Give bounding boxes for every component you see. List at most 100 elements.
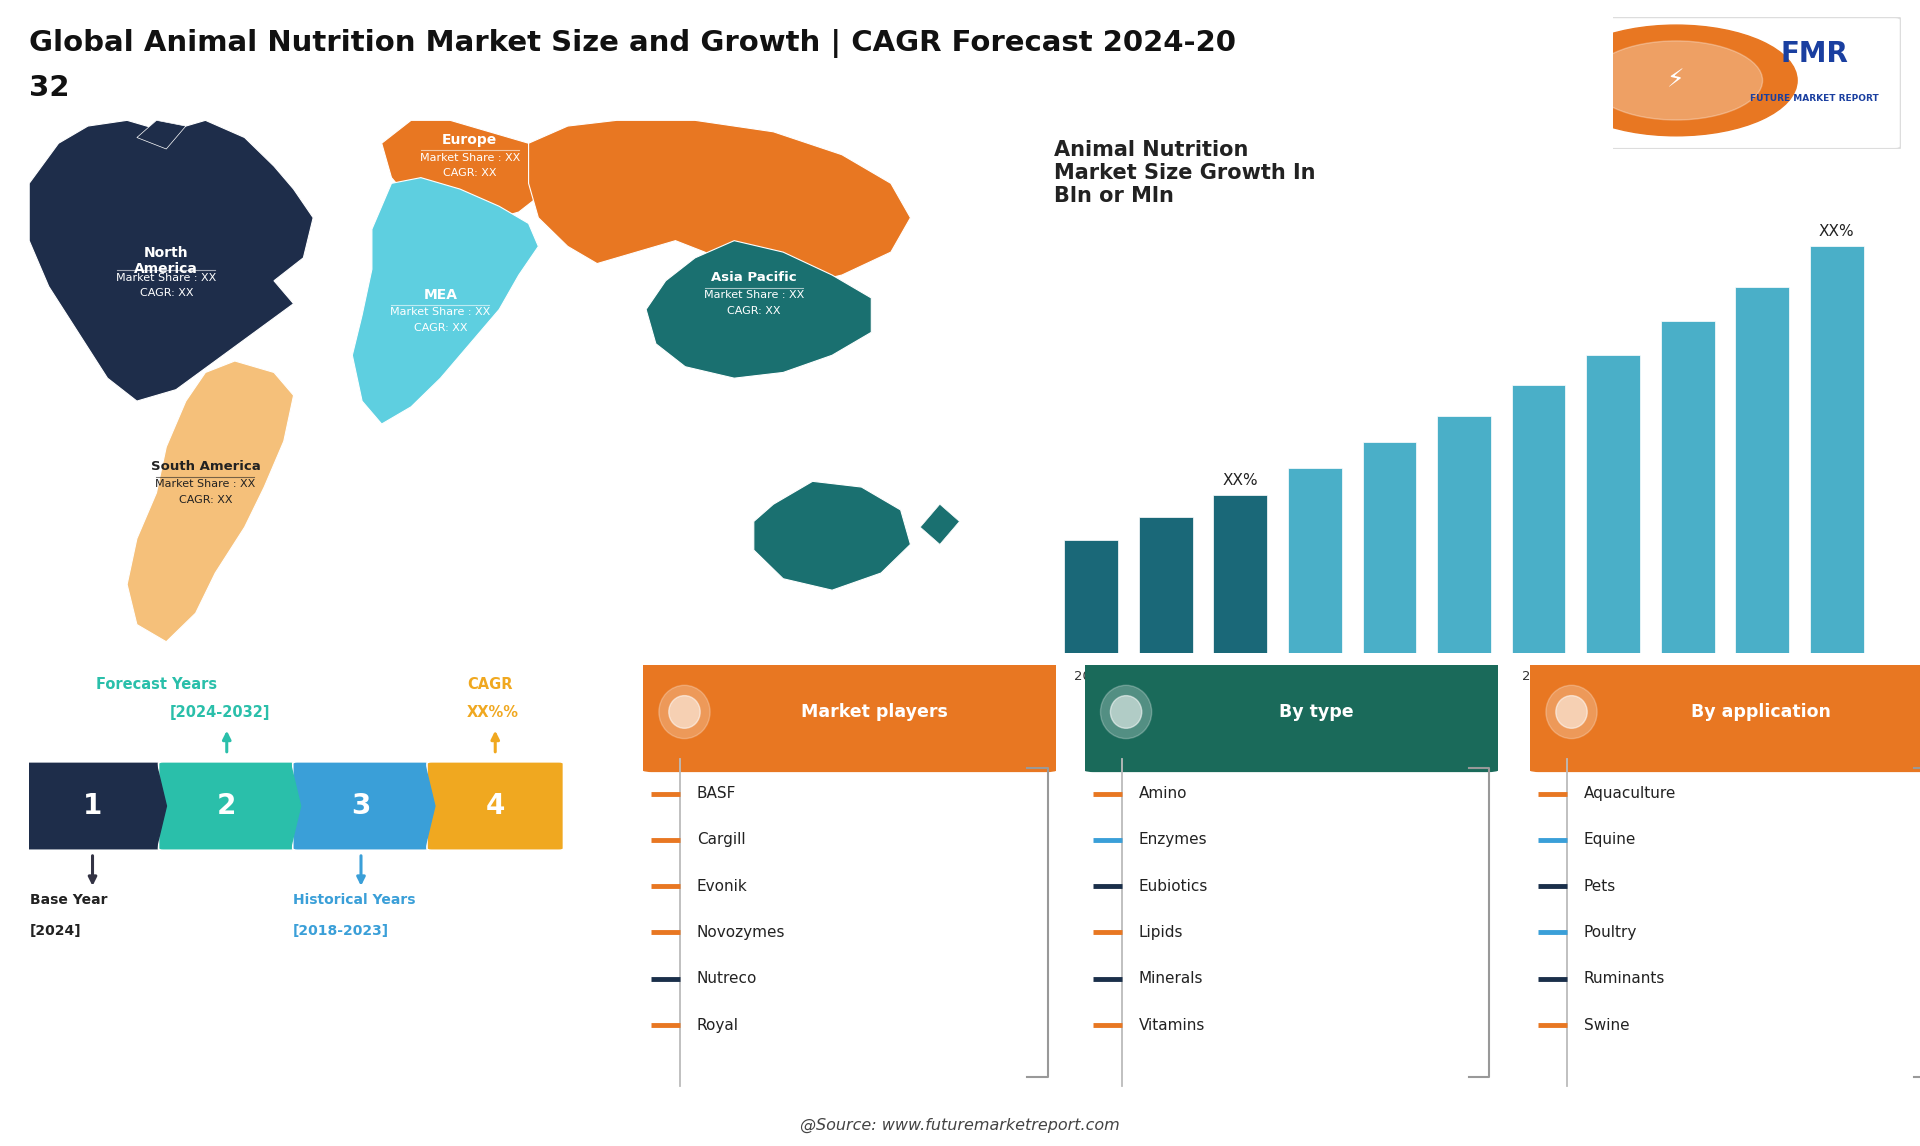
- FancyBboxPatch shape: [1073, 652, 1509, 772]
- Text: Animal Nutrition
Market Size Growth In
Bln or Mln: Animal Nutrition Market Size Growth In B…: [1054, 140, 1315, 206]
- Text: 4: 4: [486, 792, 505, 821]
- Circle shape: [1555, 696, 1588, 729]
- Text: FUTURE MARKET REPORT: FUTURE MARKET REPORT: [1749, 94, 1880, 103]
- Bar: [1661, 321, 1715, 653]
- Text: 2026: 2026: [1373, 670, 1405, 683]
- Text: 2025: 2025: [1298, 670, 1332, 683]
- Text: Amino: Amino: [1139, 786, 1187, 801]
- Text: 2023: 2023: [1148, 670, 1183, 683]
- Text: Equine: Equine: [1584, 832, 1636, 847]
- Polygon shape: [528, 120, 910, 286]
- Text: Minerals: Minerals: [1139, 971, 1204, 987]
- Bar: [1811, 246, 1864, 653]
- Text: FMR: FMR: [1780, 40, 1849, 68]
- Text: Market Share : XX: Market Share : XX: [390, 307, 492, 317]
- Text: Market Share : XX: Market Share : XX: [703, 290, 804, 300]
- Text: [2024]: [2024]: [31, 925, 83, 939]
- Circle shape: [1590, 41, 1763, 120]
- Polygon shape: [382, 120, 559, 223]
- Text: Vitamins: Vitamins: [1139, 1018, 1206, 1033]
- Circle shape: [668, 696, 701, 729]
- Bar: [1213, 495, 1267, 653]
- Text: 2: 2: [217, 792, 236, 821]
- Text: CAGR: XX: CAGR: XX: [140, 289, 194, 298]
- Text: XX%: XX%: [1223, 473, 1258, 488]
- Circle shape: [1100, 685, 1152, 738]
- Bar: [1511, 385, 1565, 653]
- Text: Royal: Royal: [697, 1018, 739, 1033]
- Text: 1: 1: [83, 792, 102, 821]
- Text: CAGR: XX: CAGR: XX: [444, 168, 497, 178]
- Text: 2029: 2029: [1596, 670, 1630, 683]
- Polygon shape: [920, 504, 960, 544]
- Text: 2028: 2028: [1523, 670, 1555, 683]
- Bar: [1288, 469, 1342, 653]
- Text: 3: 3: [351, 792, 371, 821]
- Text: [2024-2032]: [2024-2032]: [171, 705, 271, 720]
- Text: By application: By application: [1692, 702, 1832, 721]
- Polygon shape: [29, 120, 313, 401]
- Polygon shape: [290, 763, 301, 848]
- Text: Europe: Europe: [442, 133, 497, 148]
- Text: By type: By type: [1279, 702, 1354, 721]
- Text: Aquaculture: Aquaculture: [1584, 786, 1676, 801]
- Bar: [1363, 442, 1417, 653]
- Text: Lipids: Lipids: [1139, 925, 1183, 940]
- Text: Market Share : XX: Market Share : XX: [115, 273, 217, 283]
- Circle shape: [1110, 696, 1142, 729]
- Text: Poultry: Poultry: [1584, 925, 1638, 940]
- Text: 2032: 2032: [1820, 670, 1855, 683]
- Text: [2018-2023]: [2018-2023]: [294, 925, 390, 939]
- Text: Swine: Swine: [1584, 1018, 1630, 1033]
- Polygon shape: [647, 241, 872, 378]
- Text: CAGR: XX: CAGR: XX: [413, 323, 467, 332]
- Text: Cargill: Cargill: [697, 832, 745, 847]
- Text: Market players: Market players: [801, 702, 948, 721]
- FancyBboxPatch shape: [159, 762, 296, 850]
- Text: Ruminants: Ruminants: [1584, 971, 1665, 987]
- Polygon shape: [353, 178, 538, 424]
- Text: @Source: www.futuremarketreport.com: @Source: www.futuremarketreport.com: [801, 1117, 1119, 1133]
- FancyBboxPatch shape: [25, 762, 161, 850]
- Text: Historical Years: Historical Years: [294, 893, 415, 908]
- Polygon shape: [424, 763, 436, 848]
- Text: BASF: BASF: [697, 786, 735, 801]
- FancyBboxPatch shape: [1519, 652, 1920, 772]
- Text: Eubiotics: Eubiotics: [1139, 879, 1208, 894]
- Text: 2030: 2030: [1670, 670, 1705, 683]
- Bar: [1064, 540, 1117, 653]
- Text: North
America: North America: [134, 245, 198, 276]
- Polygon shape: [136, 120, 186, 149]
- Text: 2022: 2022: [1073, 670, 1108, 683]
- Text: CAGR: XX: CAGR: XX: [728, 306, 781, 315]
- Text: Global Animal Nutrition Market Size and Growth | CAGR Forecast 2024-20: Global Animal Nutrition Market Size and …: [29, 29, 1236, 57]
- Bar: [1586, 355, 1640, 653]
- Text: Market Share : XX: Market Share : XX: [156, 479, 255, 489]
- Text: Nutreco: Nutreco: [697, 971, 756, 987]
- Circle shape: [659, 685, 710, 738]
- Text: XX%%: XX%%: [467, 705, 518, 720]
- Text: 2027: 2027: [1448, 670, 1480, 683]
- Text: XX%: XX%: [1818, 225, 1855, 240]
- Text: South America: South America: [150, 461, 261, 473]
- Text: CAGR: XX: CAGR: XX: [179, 495, 232, 504]
- FancyBboxPatch shape: [292, 762, 430, 850]
- Text: Forecast Years: Forecast Years: [96, 677, 217, 692]
- Text: Base Year: Base Year: [31, 893, 108, 908]
- Polygon shape: [127, 361, 294, 642]
- Bar: [1736, 288, 1789, 653]
- Text: Novozymes: Novozymes: [697, 925, 785, 940]
- Text: ⚡: ⚡: [1667, 69, 1686, 93]
- Text: 2024: 2024: [1223, 670, 1258, 683]
- Text: Evonik: Evonik: [697, 879, 747, 894]
- Text: Enzymes: Enzymes: [1139, 832, 1208, 847]
- Bar: [1438, 416, 1490, 653]
- FancyBboxPatch shape: [426, 762, 563, 850]
- Text: 2031: 2031: [1745, 670, 1780, 683]
- Text: Pets: Pets: [1584, 879, 1617, 894]
- Text: MEA: MEA: [424, 288, 457, 303]
- Text: Market Share : XX: Market Share : XX: [420, 152, 520, 163]
- Text: Asia Pacific: Asia Pacific: [710, 272, 797, 284]
- Text: CAGR: CAGR: [467, 677, 513, 692]
- Circle shape: [1555, 25, 1797, 136]
